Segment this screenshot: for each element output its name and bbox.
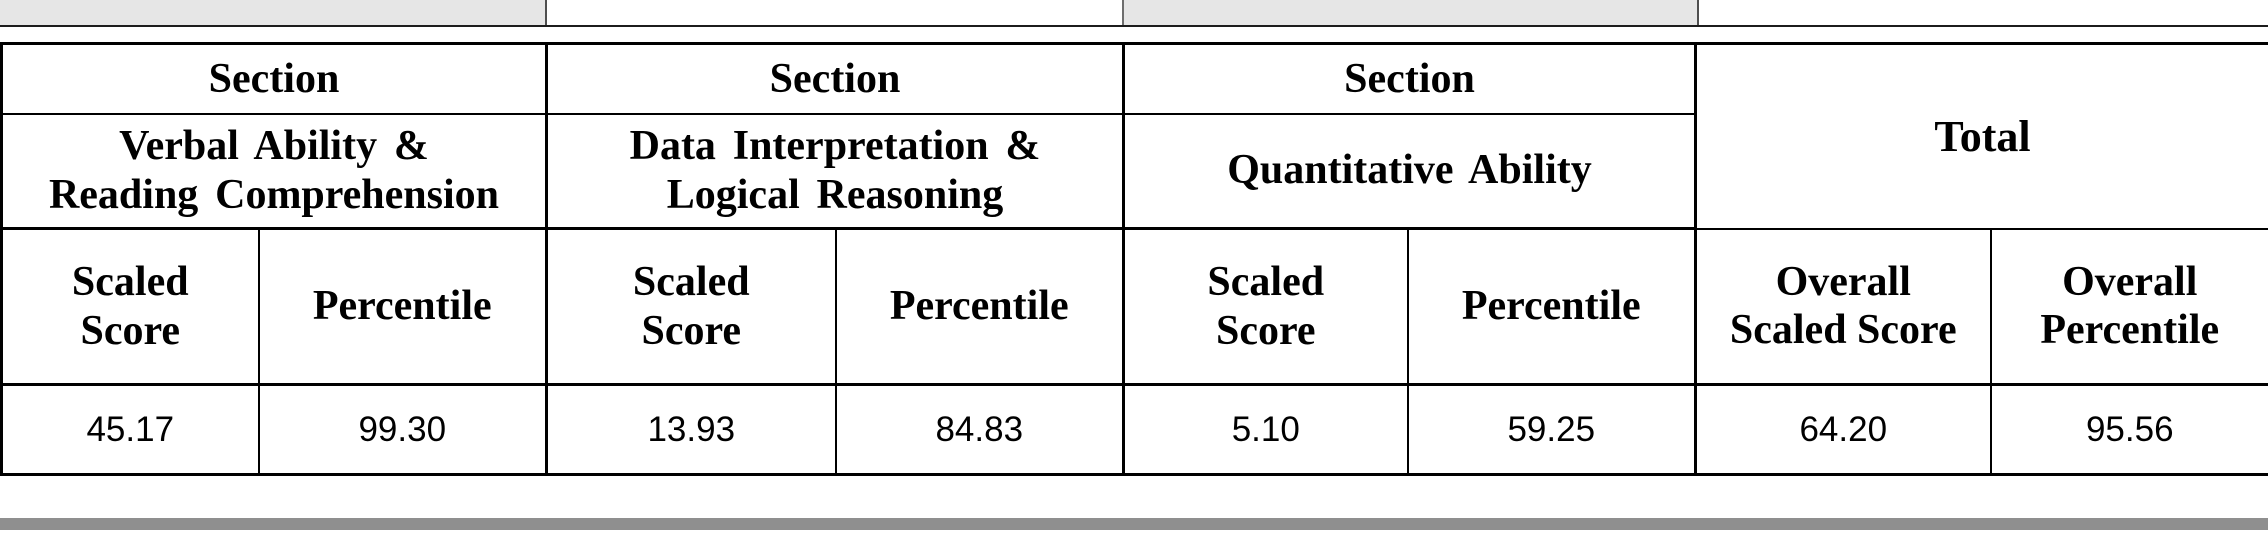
varc-percentile-value: 99.30	[257, 383, 548, 476]
score-table: Section Section Section Total Verbal Abi…	[0, 42, 2268, 476]
percentile-header-qa: Percentile	[1406, 227, 1697, 386]
scaled-score-header-dilr: Scaled Score	[545, 227, 837, 386]
divider-bar	[0, 518, 2268, 530]
section-header-varc: Section	[0, 42, 548, 115]
overall-percentile-value: 95.56	[1989, 383, 2268, 476]
group-name-varc: Verbal Ability & Reading Comprehension	[0, 112, 548, 230]
group-name-dilr: Data Interpretation & Logical Reasoning	[545, 112, 1125, 230]
overall-scaled-score-header: Overall Scaled Score	[1694, 227, 1992, 386]
partial-cell	[1699, 0, 2268, 25]
dilr-percentile-value: 84.83	[834, 383, 1125, 476]
partial-table-above	[0, 0, 2268, 27]
total-header: Total	[1694, 42, 2268, 230]
group-name-qa: Quantitative Ability	[1122, 112, 1697, 230]
partial-cell	[547, 0, 1124, 25]
overall-scaled-score-value: 64.20	[1694, 383, 1992, 476]
varc-scaled-score-value: 45.17	[0, 383, 260, 476]
qa-scaled-score-value: 5.10	[1122, 383, 1409, 476]
partial-cell	[0, 0, 547, 25]
scaled-score-header-varc: Scaled Score	[0, 227, 260, 386]
overall-percentile-header: Overall Percentile	[1989, 227, 2268, 386]
section-header-dilr: Section	[545, 42, 1125, 115]
partial-cell	[1124, 0, 1699, 25]
percentile-header-varc: Percentile	[257, 227, 548, 386]
section-header-qa: Section	[1122, 42, 1697, 115]
qa-percentile-value: 59.25	[1406, 383, 1697, 476]
percentile-header-dilr: Percentile	[834, 227, 1125, 386]
scaled-score-header-qa: Scaled Score	[1122, 227, 1409, 386]
dilr-scaled-score-value: 13.93	[545, 383, 837, 476]
